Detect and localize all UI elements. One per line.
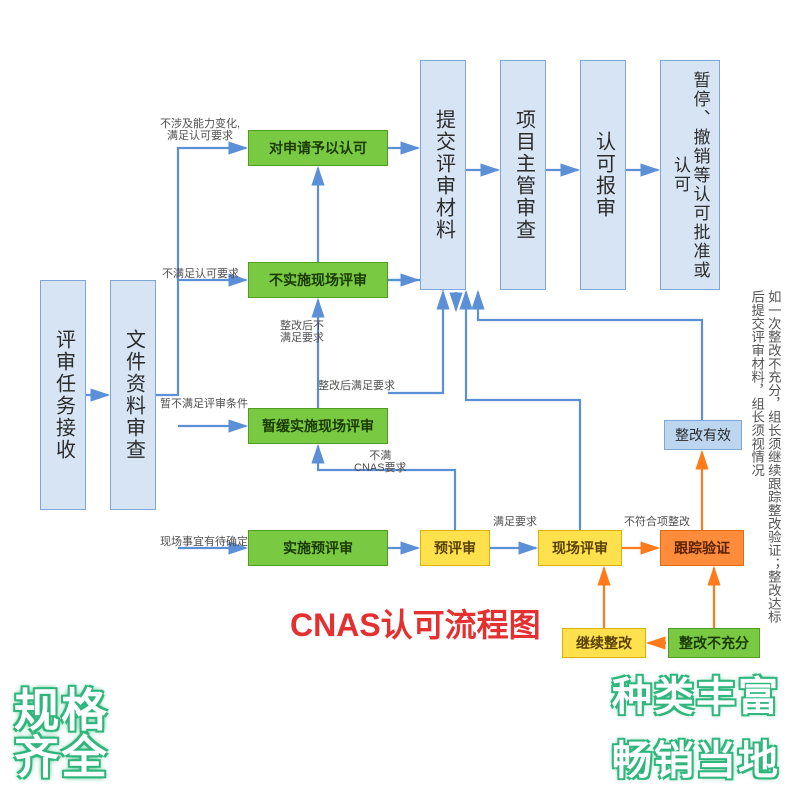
arrow-16 bbox=[466, 292, 580, 530]
edge-label-l5: 整改后不 满足要求 bbox=[280, 320, 324, 344]
node-b2: 文件资料审查 bbox=[110, 280, 156, 510]
node-b15: 认可报审 bbox=[580, 60, 626, 290]
edge-label-l3: 暂不满足评审条件 bbox=[160, 398, 248, 410]
edge-label-l9: 不符合项整改 bbox=[624, 516, 690, 528]
node-b11: 整改不充分 bbox=[668, 628, 760, 658]
node-b16: 暂停、撤销等认可批准或认可 bbox=[660, 60, 720, 290]
node-b4: 不实施现场评审 bbox=[248, 262, 388, 298]
edge-label-l8: 满足要求 bbox=[493, 516, 537, 528]
node-b9: 跟踪验证 bbox=[660, 530, 744, 566]
edge-label-l2: 不满足认可要求 bbox=[162, 268, 239, 280]
node-b7: 预评审 bbox=[420, 530, 490, 566]
node-b3: 对申请予以认可 bbox=[248, 130, 388, 166]
arrow-11 bbox=[388, 292, 443, 393]
arrow-20 bbox=[478, 292, 702, 420]
diagram-title: CNAS认可流程图 bbox=[290, 600, 541, 646]
node-b10: 继续整改 bbox=[562, 628, 646, 658]
edge-label-l4: 现场事宜有待确定 bbox=[160, 536, 248, 548]
node-b12: 整改有效 bbox=[664, 420, 742, 450]
side-note: 如一次整改不充分，组长须继续跟踪整改验证；整改达标后提交评审材料，组长须视情况 bbox=[748, 290, 781, 630]
edge-label-l1: 不涉及能力变化, 满足认可要求 bbox=[160, 118, 240, 142]
node-b6: 实施预评审 bbox=[248, 530, 388, 566]
node-b1: 评审任务接收 bbox=[40, 280, 86, 510]
edge-label-l6: 整改后满足要求 bbox=[318, 380, 395, 392]
node-b14: 项目主管审查 bbox=[500, 60, 546, 290]
node-b5: 暂缓实施现场评审 bbox=[248, 408, 388, 444]
node-b13: 提交评审材料 bbox=[420, 60, 466, 290]
edge-label-l7: 不满 CNAS要求 bbox=[354, 450, 407, 474]
overlay-wash bbox=[0, 690, 800, 800]
node-b8: 现场评审 bbox=[538, 530, 622, 566]
